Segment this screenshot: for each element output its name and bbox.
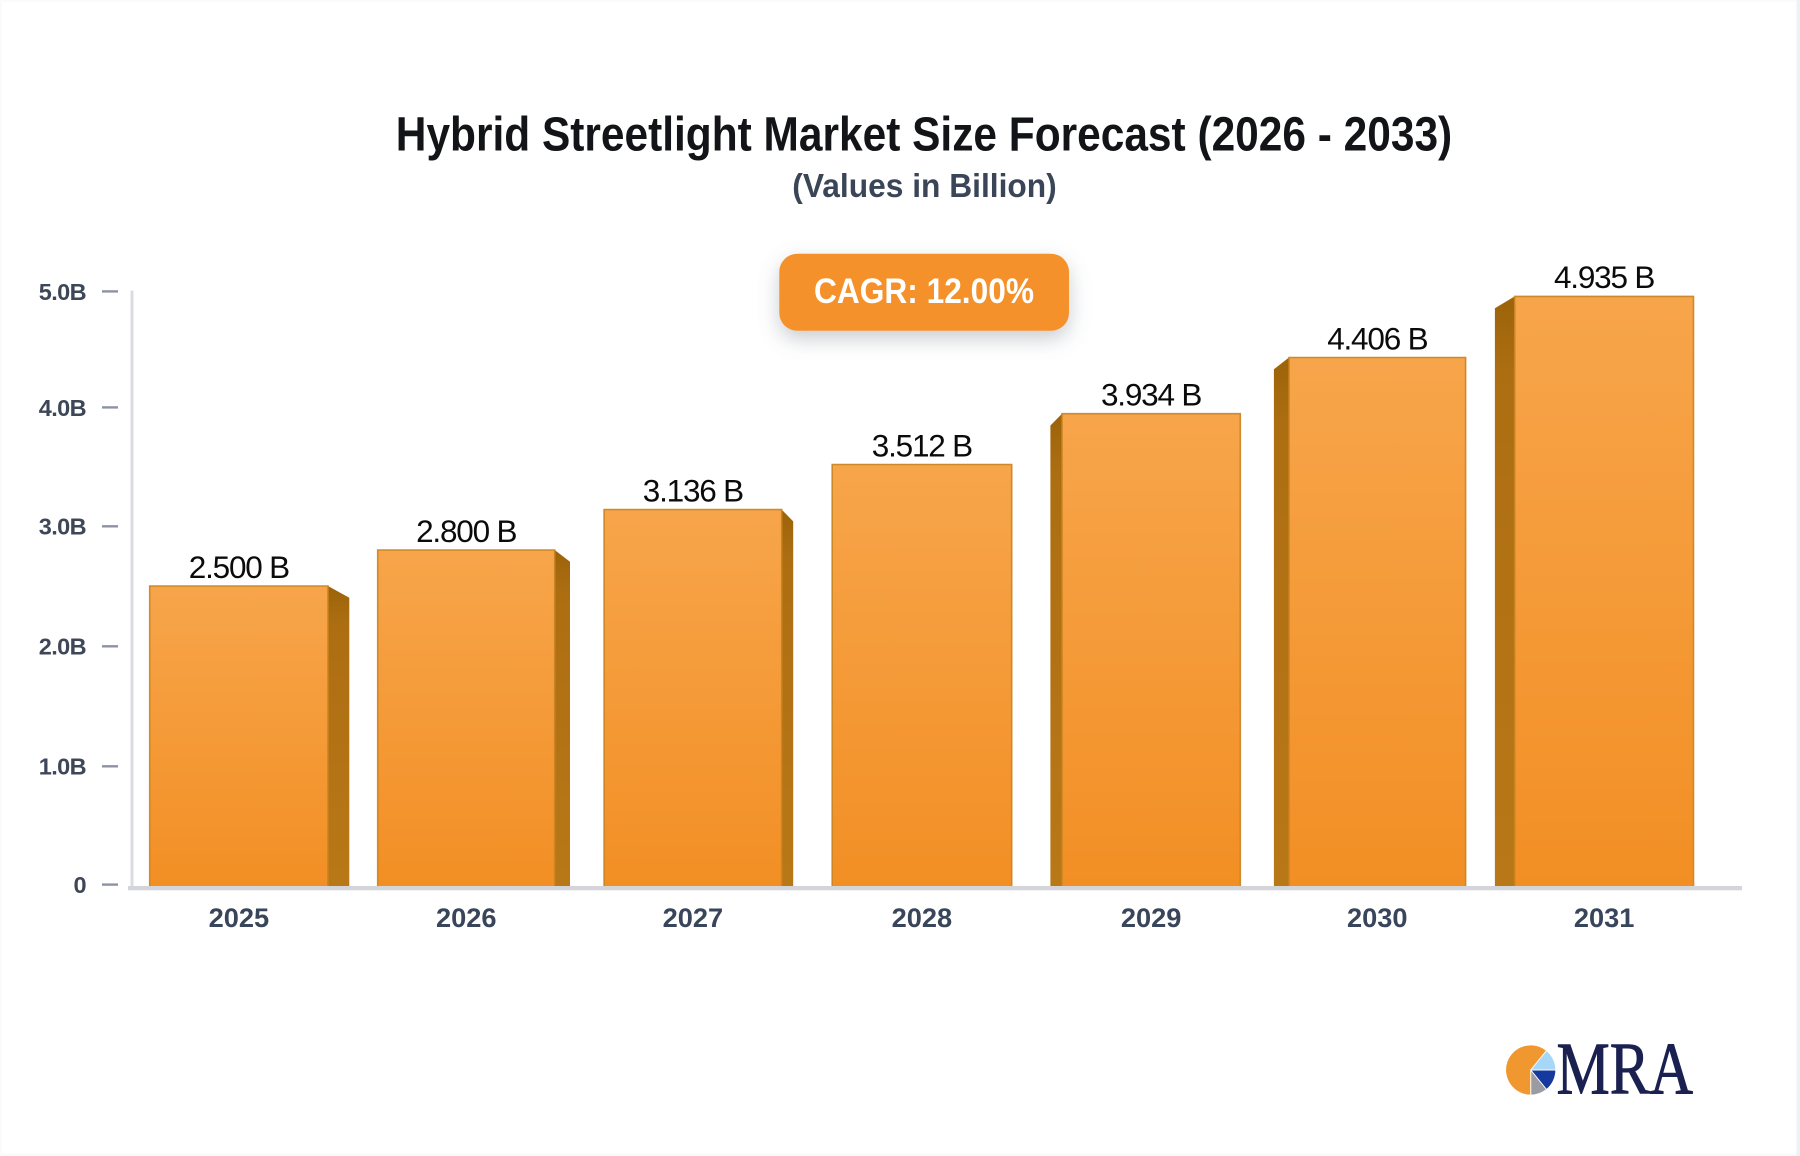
svg-text:2025: 2025 (209, 902, 269, 933)
svg-text:0: 0 (74, 872, 87, 898)
svg-text:3.934 B: 3.934 B (1101, 377, 1201, 413)
svg-text:2028: 2028 (892, 902, 952, 933)
svg-text:(Values in Billion): (Values in Billion) (792, 167, 1057, 204)
svg-text:3.512 B: 3.512 B (872, 427, 972, 463)
svg-text:2029: 2029 (1121, 902, 1181, 933)
svg-text:2.800 B: 2.800 B (416, 513, 516, 549)
svg-text:2.0B: 2.0B (39, 634, 86, 660)
svg-text:1.0B: 1.0B (39, 754, 86, 780)
svg-text:2030: 2030 (1347, 902, 1407, 933)
svg-text:4.406 B: 4.406 B (1327, 320, 1427, 356)
svg-text:2027: 2027 (663, 902, 723, 933)
svg-text:4.935 B: 4.935 B (1554, 259, 1654, 295)
svg-text:3.136 B: 3.136 B (643, 472, 743, 508)
svg-text:CAGR: 12.00%: CAGR: 12.00% (814, 272, 1034, 311)
svg-text:MRA: MRA (1557, 1029, 1694, 1111)
svg-text:2031: 2031 (1574, 902, 1634, 933)
svg-text:Hybrid Streetlight Market Size: Hybrid Streetlight Market Size Forecast … (396, 108, 1452, 162)
svg-text:3.0B: 3.0B (39, 514, 86, 540)
svg-text:2.500 B: 2.500 B (189, 549, 289, 585)
svg-text:4.0B: 4.0B (39, 395, 86, 421)
svg-text:5.0B: 5.0B (39, 279, 86, 305)
svg-text:2026: 2026 (436, 902, 496, 933)
